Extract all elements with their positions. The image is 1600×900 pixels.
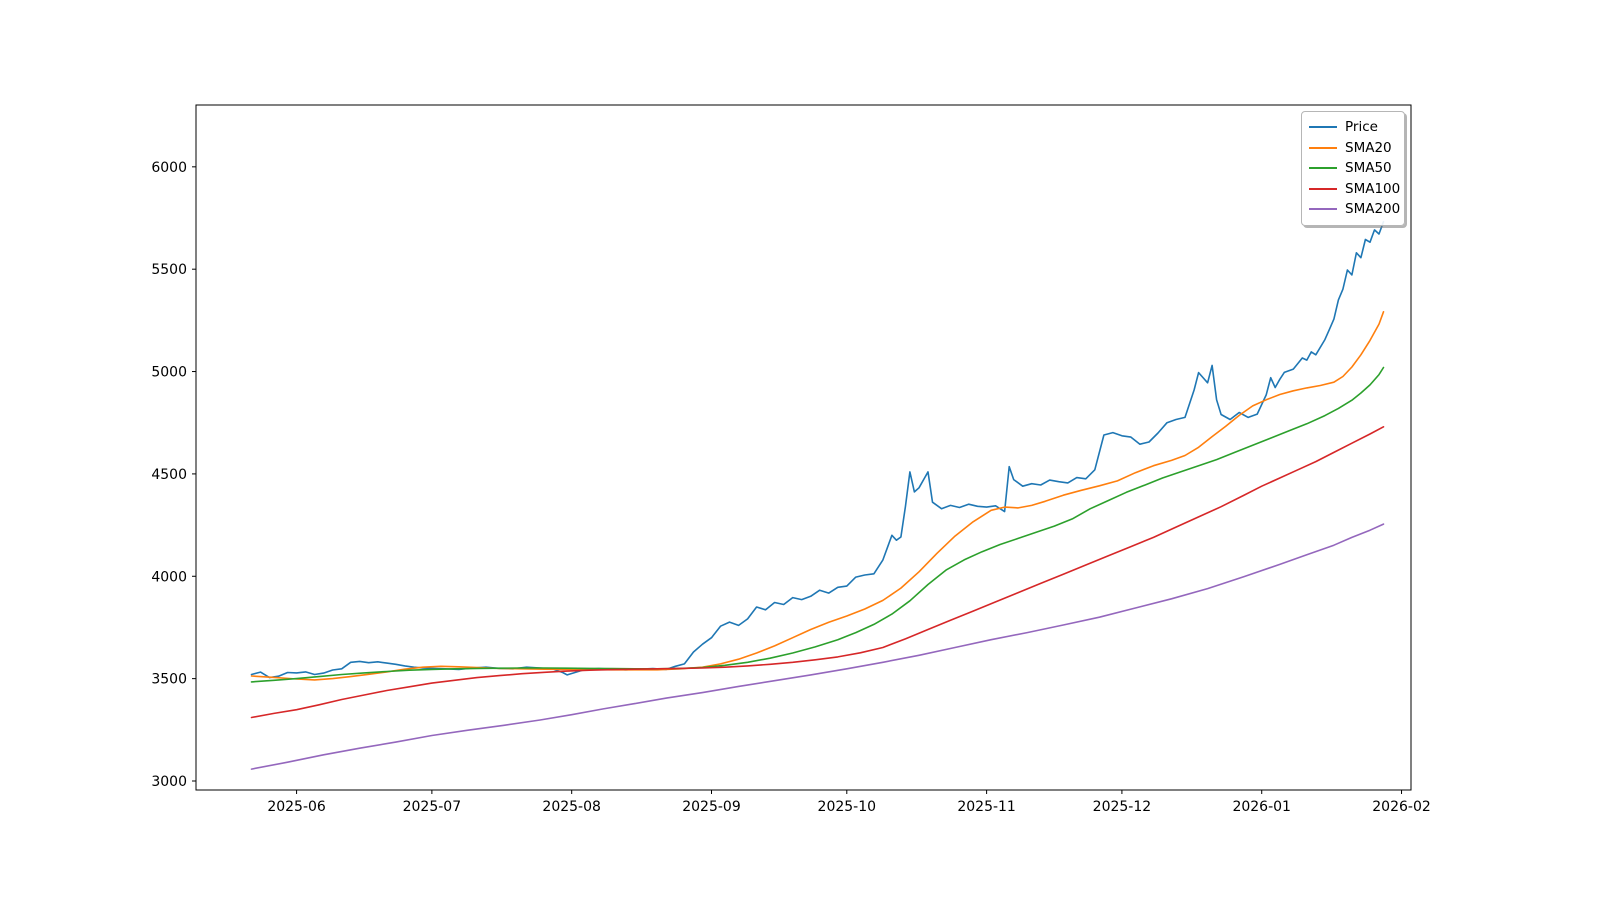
x-tick-label: 2025-09 xyxy=(682,799,741,815)
legend-label: SMA100 xyxy=(1345,180,1401,197)
legend-line-sample xyxy=(1309,187,1337,190)
y-tick-label: 3500 xyxy=(151,672,187,688)
y-tick-label: 3000 xyxy=(151,774,187,790)
x-tick-label: 2025-08 xyxy=(542,799,601,815)
y-tick-label: 6000 xyxy=(151,160,187,176)
x-tick-label: 2026-02 xyxy=(1372,799,1431,815)
sma200-line xyxy=(250,523,1385,770)
y-tick-label: 5500 xyxy=(151,262,187,278)
legend-line-sample xyxy=(1309,146,1337,149)
x-tick-label: 2025-07 xyxy=(403,799,462,815)
sma50-line xyxy=(250,366,1385,683)
legend-item-sma100: SMA100 xyxy=(1309,179,1400,200)
sma20-line xyxy=(250,310,1385,681)
legend-item-sma20: SMA20 xyxy=(1309,138,1396,159)
sma100-line xyxy=(250,425,1385,719)
x-tick-label: 2026-01 xyxy=(1232,799,1291,815)
plot-area xyxy=(195,104,1412,791)
legend-line-sample xyxy=(1309,126,1337,129)
legend-label: SMA200 xyxy=(1345,201,1401,218)
legend-line-sample xyxy=(1309,167,1337,170)
y-tick-label: 5000 xyxy=(151,365,187,381)
x-tick-label: 2025-06 xyxy=(267,799,326,815)
y-tick-label: 4000 xyxy=(151,569,187,585)
legend-label: SMA20 xyxy=(1345,139,1392,156)
y-tick-label: 4500 xyxy=(151,467,187,483)
legend-item-sma50: SMA50 xyxy=(1309,158,1396,179)
legend-item-sma200: SMA200 xyxy=(1309,199,1400,220)
legend-line-sample xyxy=(1309,208,1337,211)
legend-item-price: Price xyxy=(1309,117,1396,138)
x-tick-label: 2025-10 xyxy=(818,799,877,815)
x-tick-label: 2025-11 xyxy=(957,799,1016,815)
legend-label: SMA50 xyxy=(1345,160,1392,177)
legend-label: Price xyxy=(1345,119,1378,136)
legend: Price SMA20 SMA50 SMA100 SMA200 xyxy=(1301,111,1405,226)
x-tick-label: 2025-12 xyxy=(1093,799,1152,815)
